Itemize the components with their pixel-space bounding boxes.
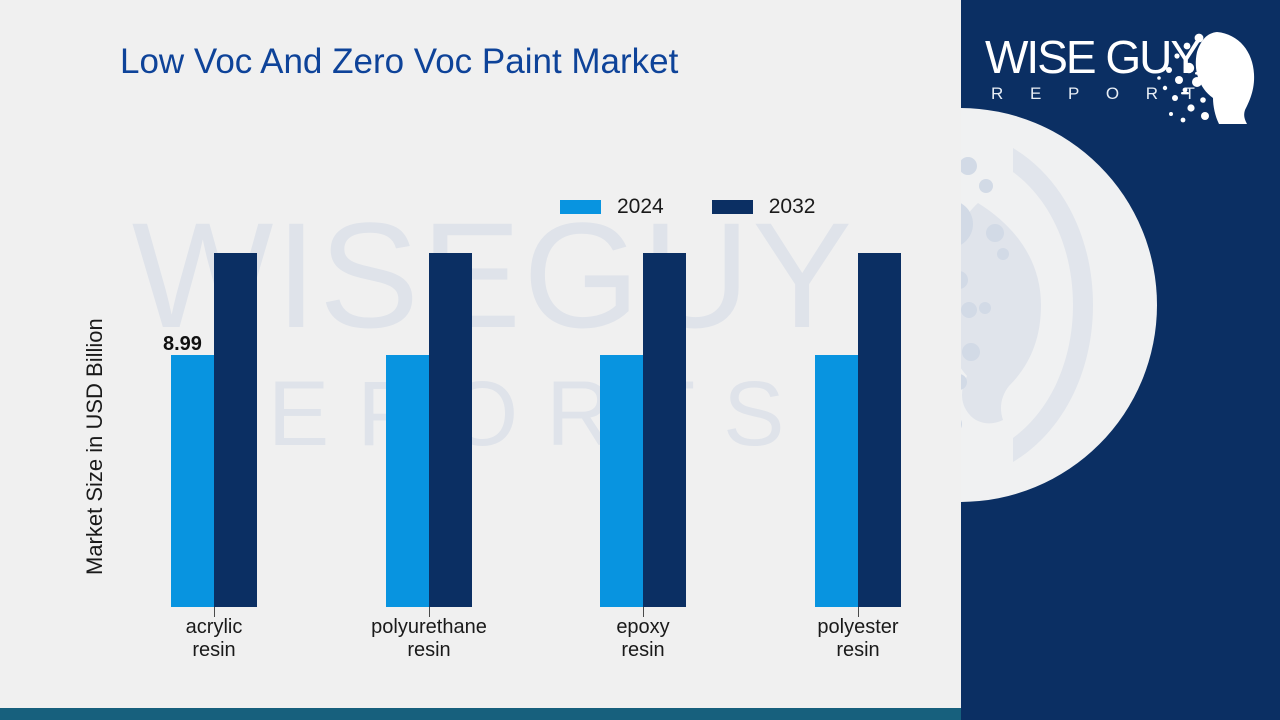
- x-tick-polyester-resin: [858, 607, 859, 617]
- panel-molecular-dots-icon: [961, 148, 1093, 462]
- bar-2024-epoxy-resin: [600, 355, 643, 607]
- bottom-accent-strip: [0, 708, 961, 720]
- watermark-line2: REPORTS: [173, 363, 813, 465]
- legend-label-2024: 2024: [617, 195, 664, 218]
- chart-legend: 2024 2032: [560, 196, 815, 217]
- y-axis-title: Market Size in USD Billion: [82, 318, 107, 575]
- watermark-line1: WISEGUY: [131, 191, 855, 359]
- bar-2032-acrylic-resin: [214, 253, 257, 607]
- bar-2032-polyester-resin: [858, 253, 901, 607]
- bar-2024-polyurethane-resin: [386, 355, 429, 607]
- legend-swatch-2024-icon: [560, 199, 601, 214]
- brand-logo[interactable]: WISE GUY R E P O R T S: [985, 30, 1265, 124]
- x-axis-label-acrylic-resin: acrylic resin: [185, 616, 243, 661]
- background-watermark: WISEGUY REPORTS: [78, 200, 908, 460]
- page-title: Low Voc And Zero Voc Paint Market: [120, 42, 679, 81]
- legend-item-2024[interactable]: 2024: [560, 196, 664, 217]
- bar-2032-polyurethane-resin: [429, 253, 472, 607]
- legend-swatch-2032-icon: [711, 199, 753, 214]
- legend-label-2032: 2032: [768, 195, 816, 218]
- x-tick-polyurethane-resin: [429, 607, 430, 617]
- bar-2032-epoxy-resin: [643, 253, 686, 607]
- legend-item-2032[interactable]: 2032: [711, 195, 816, 218]
- bar-value-label-acrylic-2024: 8.99: [163, 333, 202, 355]
- bar-2024-polyester-resin: [815, 355, 858, 607]
- x-axis-label-polyurethane-resin: polyurethane resin: [371, 616, 487, 661]
- logo-wordmark-wiseguy: WISE GUY: [985, 31, 1201, 83]
- dotted-head-profile-icon: [1157, 32, 1255, 124]
- x-tick-epoxy-resin: [643, 607, 644, 617]
- x-tick-acrylic-resin: [214, 607, 215, 617]
- x-axis-label-polyester-resin: polyester resin: [817, 616, 899, 661]
- plot-area: 8.99 acrylic resin polyurethane resin ep…: [163, 253, 901, 661]
- bar-2024-acrylic-resin: [171, 355, 214, 607]
- x-axis-label-epoxy-resin: epoxy resin: [616, 616, 670, 661]
